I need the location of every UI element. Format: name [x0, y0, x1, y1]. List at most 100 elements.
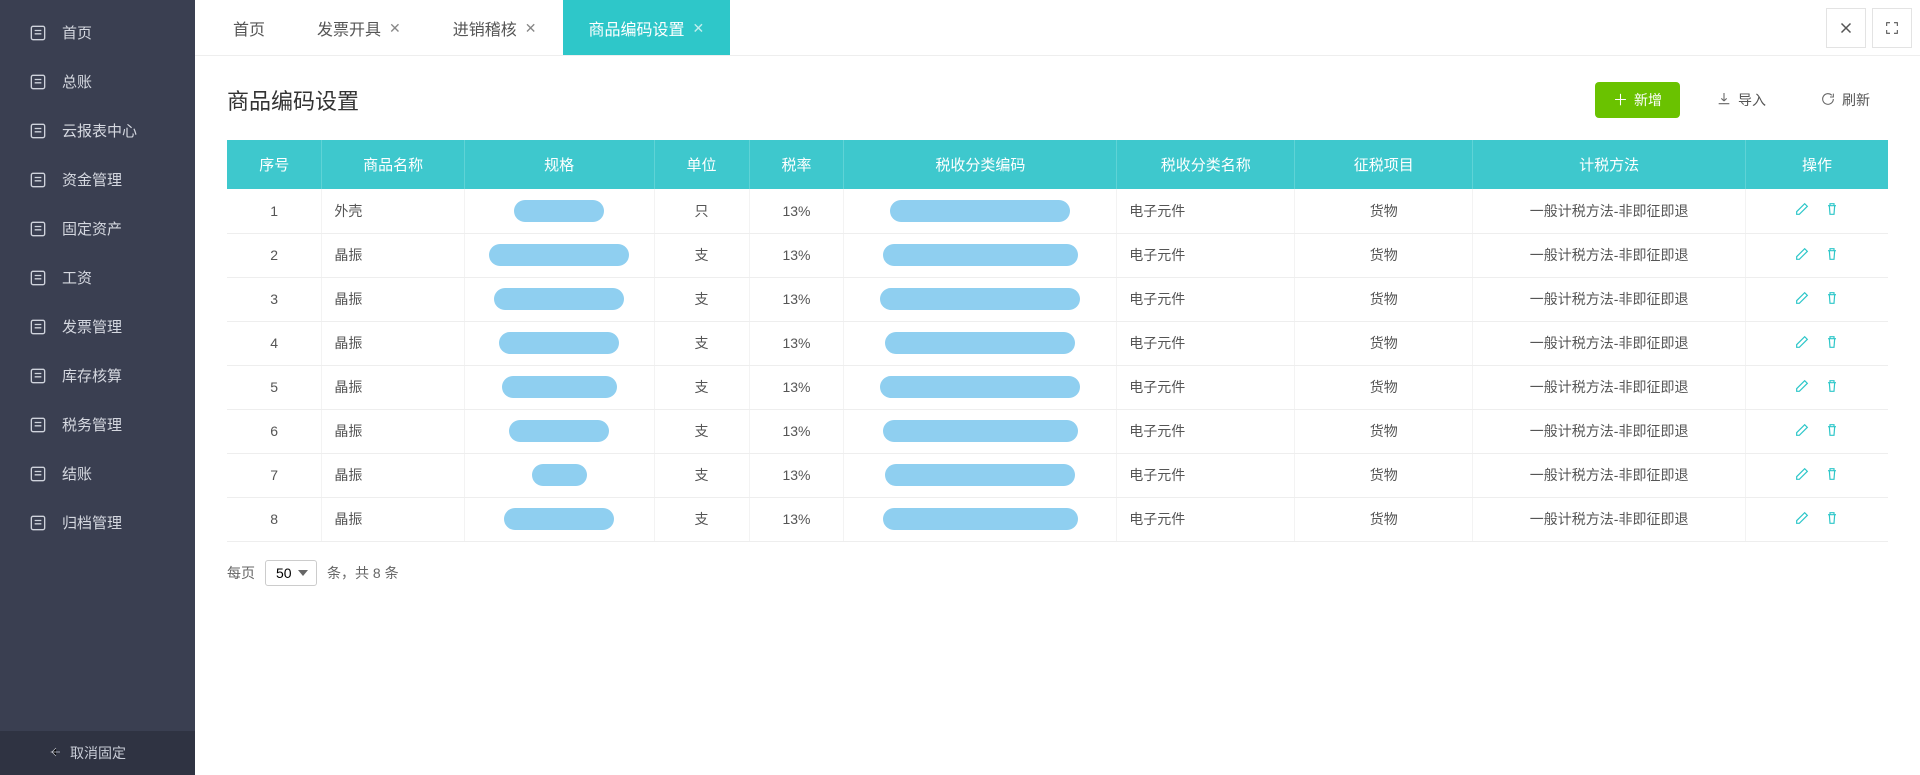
cell-rate: 13%: [749, 233, 844, 277]
sidebar-item-fund[interactable]: 资金管理: [0, 155, 195, 204]
tab-label: 首页: [233, 16, 265, 40]
redacted-code: [885, 464, 1075, 486]
delete-icon[interactable]: [1824, 290, 1840, 306]
cell-op: [1746, 189, 1888, 233]
col-header-method: 计税方法: [1473, 140, 1746, 189]
edit-icon[interactable]: [1794, 290, 1810, 306]
tab[interactable]: 商品编码设置✕: [563, 0, 731, 55]
sidebar-item-salary[interactable]: 工资: [0, 253, 195, 302]
cell-cname: 电子元件: [1117, 365, 1295, 409]
tab[interactable]: 首页: [207, 0, 291, 55]
tab-label: 进销稽核: [453, 16, 517, 40]
edit-icon[interactable]: [1794, 246, 1810, 262]
edit-icon[interactable]: [1794, 378, 1810, 394]
sidebar-item-ledger[interactable]: 总账: [0, 57, 195, 106]
redacted-spec: [489, 244, 629, 266]
sidebar-item-report[interactable]: 云报表中心: [0, 106, 195, 155]
sidebar-item-invoice[interactable]: 发票管理: [0, 302, 195, 351]
delete-icon[interactable]: [1824, 510, 1840, 526]
sidebar-item-asset[interactable]: 固定资产: [0, 204, 195, 253]
cell-spec: [464, 409, 654, 453]
edit-icon[interactable]: [1794, 510, 1810, 526]
edit-icon[interactable]: [1794, 201, 1810, 217]
col-header-rate: 税率: [749, 140, 844, 189]
table-row: 5晶振支13%电子元件货物一般计税方法-非即征即退: [227, 365, 1888, 409]
import-button[interactable]: 导入: [1698, 82, 1784, 118]
sidebar-item-stock[interactable]: 库存核算: [0, 351, 195, 400]
tabs-row: 首页发票开具✕进销稽核✕商品编码设置✕: [195, 0, 1920, 56]
col-header-op: 操作: [1746, 140, 1888, 189]
cell-tax: 货物: [1295, 365, 1473, 409]
cell-rate: 13%: [749, 189, 844, 233]
cell-method: 一般计税方法-非即征即退: [1473, 453, 1746, 497]
cell-method: 一般计税方法-非即征即退: [1473, 189, 1746, 233]
tab-close-icon[interactable]: ✕: [693, 21, 705, 35]
cell-cname: 电子元件: [1117, 233, 1295, 277]
table-row: 1外壳只13%电子元件货物一般计税方法-非即征即退: [227, 189, 1888, 233]
page-title: 商品编码设置: [227, 84, 359, 116]
cell-cname: 电子元件: [1117, 189, 1295, 233]
delete-icon[interactable]: [1824, 334, 1840, 350]
refresh-icon: [1820, 91, 1836, 110]
add-button-label: 新增: [1634, 90, 1662, 110]
cell-spec: [464, 189, 654, 233]
delete-icon[interactable]: [1824, 378, 1840, 394]
fullscreen-button[interactable]: [1872, 8, 1912, 48]
sidebar-item-tax[interactable]: 税务管理: [0, 400, 195, 449]
pager-perpage-label: 每页: [227, 563, 255, 583]
table-row: 6晶振支13%电子元件货物一般计税方法-非即征即退: [227, 409, 1888, 453]
cell-cname: 电子元件: [1117, 321, 1295, 365]
cell-spec: [464, 497, 654, 541]
pager-size-select[interactable]: 50: [265, 560, 317, 586]
cell-rate: 13%: [749, 365, 844, 409]
sidebar-item-archive[interactable]: 归档管理: [0, 498, 195, 547]
edit-icon[interactable]: [1794, 466, 1810, 482]
delete-icon[interactable]: [1824, 466, 1840, 482]
cell-unit: 支: [654, 497, 749, 541]
table-wrap: 序号商品名称规格单位税率税收分类编码税收分类名称征税项目计税方法操作 1外壳只1…: [195, 140, 1920, 542]
cell-cname: 电子元件: [1117, 277, 1295, 321]
cell-name: 晶振: [322, 321, 464, 365]
cell-method: 一般计税方法-非即征即退: [1473, 409, 1746, 453]
cell-name: 晶振: [322, 453, 464, 497]
col-header-cname: 税收分类名称: [1117, 140, 1295, 189]
tab-close-icon[interactable]: ✕: [525, 21, 537, 35]
cell-method: 一般计税方法-非即征即退: [1473, 321, 1746, 365]
col-header-tax: 征税项目: [1295, 140, 1473, 189]
sidebar-unpin[interactable]: 取消固定: [0, 731, 195, 775]
sidebar-item-label: 云报表中心: [62, 120, 137, 141]
cell-name: 晶振: [322, 497, 464, 541]
cell-cname: 电子元件: [1117, 497, 1295, 541]
sidebar-item-label: 固定资产: [62, 218, 122, 239]
fund-icon: [28, 170, 48, 190]
sidebar-item-close-book[interactable]: 结账: [0, 449, 195, 498]
redacted-spec: [509, 420, 609, 442]
cell-seq: 2: [227, 233, 322, 277]
redacted-code: [883, 244, 1078, 266]
sidebar-item-home[interactable]: 首页: [0, 8, 195, 57]
tab-close-icon[interactable]: ✕: [389, 21, 401, 35]
tabs-close-all-button[interactable]: [1826, 8, 1866, 48]
sidebar-item-label: 资金管理: [62, 169, 122, 190]
edit-icon[interactable]: [1794, 422, 1810, 438]
cell-code: [844, 453, 1117, 497]
delete-icon[interactable]: [1824, 201, 1840, 217]
cell-seq: 1: [227, 189, 322, 233]
cell-name: 外壳: [322, 189, 464, 233]
sidebar-item-label: 税务管理: [62, 414, 122, 435]
cell-unit: 支: [654, 453, 749, 497]
delete-icon[interactable]: [1824, 422, 1840, 438]
cell-code: [844, 189, 1117, 233]
sidebar: 首页总账云报表中心资金管理固定资产工资发票管理库存核算税务管理结账归档管理 取消…: [0, 0, 195, 775]
invoice-icon: [28, 317, 48, 337]
ledger-icon: [28, 72, 48, 92]
add-button[interactable]: ＋ 新增: [1595, 82, 1680, 118]
delete-icon[interactable]: [1824, 246, 1840, 262]
refresh-button[interactable]: 刷新: [1802, 82, 1888, 118]
tab[interactable]: 发票开具✕: [291, 0, 427, 55]
tax-icon: [28, 415, 48, 435]
cell-method: 一般计税方法-非即征即退: [1473, 277, 1746, 321]
table-row: 7晶振支13%电子元件货物一般计税方法-非即征即退: [227, 453, 1888, 497]
edit-icon[interactable]: [1794, 334, 1810, 350]
tab[interactable]: 进销稽核 ✕: [427, 0, 563, 55]
